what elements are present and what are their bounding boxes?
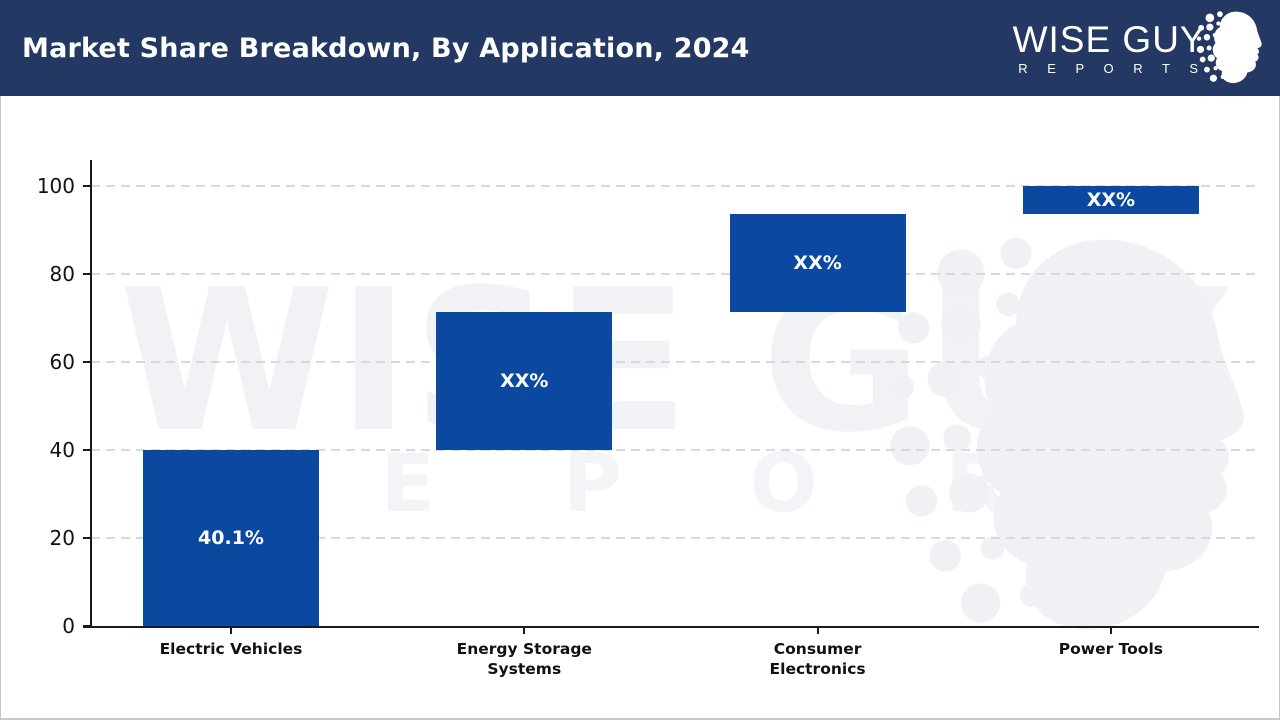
y-tick-mark (83, 361, 91, 363)
bar-4: XX% (1022, 186, 1199, 214)
y-tick-mark (83, 273, 91, 275)
y-tick-mark (83, 449, 91, 451)
chart-canvas: WISE GUY R E P O R T S 02040608010040.1%… (0, 96, 1280, 720)
y-tick-label: 100 (36, 174, 75, 198)
x-category-label: Electric Vehicles (159, 640, 303, 658)
gridline-40 (91, 449, 1259, 451)
x-category-label: Energy Storage Systems (456, 640, 592, 678)
gridline-80 (91, 273, 1259, 275)
x-category-label: Power Tools (1058, 640, 1163, 658)
bar-1: 40.1% (143, 449, 319, 626)
y-tick-label: 20 (49, 526, 75, 550)
y-tick-label: 0 (62, 614, 75, 638)
bar-3: XX% (729, 213, 906, 312)
x-tick-mark (523, 627, 526, 634)
y-tick-label: 60 (49, 350, 75, 374)
y-tick-label: 80 (49, 262, 75, 286)
plot-area: 0 20 40 60 80 100 40.1% XX% XX% XX% Electric Vehic… (1, 96, 1279, 718)
brand-logo: WISE GUY R E P O R T S (1012, 7, 1266, 89)
bar-2: XX% (436, 311, 613, 450)
y-axis-line (90, 160, 92, 628)
x-axis-line (83, 626, 1259, 628)
header-bar: Market Share Breakdown, By Application, … (0, 0, 1280, 96)
bar-value-label: 40.1% (198, 526, 264, 549)
x-category-label: Consumer Electronics (769, 640, 866, 678)
gridline-20 (91, 537, 1259, 539)
brand-logo-text: WISE GUY R E P O R T S (1012, 21, 1206, 75)
x-tick-mark (816, 627, 819, 634)
gridline-60 (91, 361, 1259, 363)
y-tick-label: 40 (49, 438, 75, 462)
dotted-head-profile-icon (1194, 7, 1266, 89)
x-tick-mark (230, 627, 232, 634)
bar-value-label: XX% (500, 369, 549, 392)
y-tick-mark (83, 537, 91, 539)
page-title: Market Share Breakdown, By Application, … (22, 32, 750, 64)
brand-subname: R E P O R T S (1018, 61, 1206, 76)
brand-name: WISE GUY (1012, 19, 1206, 60)
bar-value-label: XX% (1086, 188, 1136, 211)
x-tick-mark (1109, 627, 1112, 634)
gridline-100 (91, 185, 1259, 187)
bar-value-label: XX% (793, 251, 842, 274)
y-tick-mark (83, 185, 91, 187)
